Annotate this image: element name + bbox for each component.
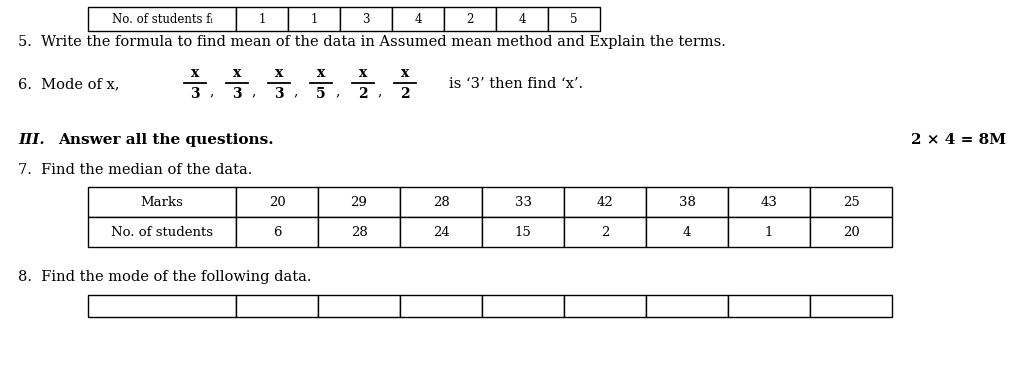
Text: III.: III. xyxy=(18,133,45,147)
Text: 15: 15 xyxy=(515,225,531,238)
Bar xyxy=(236,7,288,31)
Text: 3: 3 xyxy=(232,87,242,101)
Text: 4: 4 xyxy=(415,13,422,25)
Bar xyxy=(482,217,564,247)
Text: 2: 2 xyxy=(400,87,410,101)
Bar xyxy=(564,187,646,217)
Bar xyxy=(88,7,236,31)
Bar xyxy=(88,187,236,217)
Text: x: x xyxy=(190,66,199,80)
Text: 4: 4 xyxy=(518,13,525,25)
Bar xyxy=(548,7,600,31)
Bar xyxy=(482,295,564,317)
Text: x: x xyxy=(400,66,410,80)
Text: is ‘3’ then find ‘x’.: is ‘3’ then find ‘x’. xyxy=(449,77,583,91)
Bar xyxy=(646,217,728,247)
Text: 1: 1 xyxy=(765,225,773,238)
Bar xyxy=(392,7,444,31)
Text: 8.  Find the mode of the following data.: 8. Find the mode of the following data. xyxy=(18,270,311,284)
Text: 5: 5 xyxy=(570,13,578,25)
Text: x: x xyxy=(232,66,241,80)
Bar xyxy=(810,187,892,217)
Text: 1: 1 xyxy=(258,13,265,25)
Bar xyxy=(236,295,318,317)
Text: 28: 28 xyxy=(350,225,368,238)
Text: Answer all the questions.: Answer all the questions. xyxy=(58,133,273,147)
Text: 2: 2 xyxy=(358,87,368,101)
Bar xyxy=(88,217,236,247)
Text: ,: , xyxy=(251,84,255,98)
Text: 6: 6 xyxy=(272,225,282,238)
Text: No. of students fᵢ: No. of students fᵢ xyxy=(112,13,212,25)
Text: 7.  Find the median of the data.: 7. Find the median of the data. xyxy=(18,163,252,177)
Text: No. of students: No. of students xyxy=(111,225,213,238)
Text: 1: 1 xyxy=(310,13,317,25)
Bar xyxy=(728,295,810,317)
Text: x: x xyxy=(274,66,283,80)
Text: 5: 5 xyxy=(316,87,326,101)
Text: 33: 33 xyxy=(514,196,531,209)
Text: 3: 3 xyxy=(274,87,284,101)
Text: ,: , xyxy=(293,84,297,98)
Text: 6.  Mode of x,: 6. Mode of x, xyxy=(18,77,120,91)
Text: 5.  Write the formula to find mean of the data in Assumed mean method and Explai: 5. Write the formula to find mean of the… xyxy=(18,35,726,49)
Text: 38: 38 xyxy=(679,196,695,209)
Bar xyxy=(236,217,318,247)
Text: 2 × 4 = 8M: 2 × 4 = 8M xyxy=(911,133,1006,147)
Text: 3: 3 xyxy=(362,13,370,25)
Text: 2: 2 xyxy=(601,225,609,238)
Text: ,: , xyxy=(377,84,381,98)
Bar xyxy=(288,7,340,31)
Text: x: x xyxy=(358,66,368,80)
Bar xyxy=(728,217,810,247)
Text: 4: 4 xyxy=(683,225,691,238)
Text: 42: 42 xyxy=(597,196,613,209)
Text: 20: 20 xyxy=(268,196,286,209)
Bar xyxy=(88,295,236,317)
Bar xyxy=(496,7,548,31)
Bar xyxy=(646,295,728,317)
Bar xyxy=(400,217,482,247)
Bar xyxy=(318,217,400,247)
Text: Marks: Marks xyxy=(140,196,183,209)
Bar xyxy=(564,295,646,317)
Bar xyxy=(236,187,318,217)
Bar xyxy=(400,295,482,317)
Text: 43: 43 xyxy=(761,196,777,209)
Text: 28: 28 xyxy=(432,196,450,209)
Text: x: x xyxy=(316,66,326,80)
Text: 3: 3 xyxy=(190,87,200,101)
Bar xyxy=(400,187,482,217)
Text: 2: 2 xyxy=(466,13,474,25)
Bar xyxy=(318,187,400,217)
Bar xyxy=(646,187,728,217)
Bar xyxy=(482,187,564,217)
Text: ,: , xyxy=(335,84,339,98)
Bar xyxy=(810,295,892,317)
Bar xyxy=(728,187,810,217)
Bar xyxy=(810,217,892,247)
Text: 24: 24 xyxy=(432,225,450,238)
Bar xyxy=(564,217,646,247)
Text: 20: 20 xyxy=(843,225,859,238)
Text: ,: , xyxy=(209,84,213,98)
Bar xyxy=(444,7,496,31)
Text: 29: 29 xyxy=(350,196,368,209)
Text: 25: 25 xyxy=(843,196,859,209)
Bar xyxy=(318,295,400,317)
Bar xyxy=(340,7,392,31)
